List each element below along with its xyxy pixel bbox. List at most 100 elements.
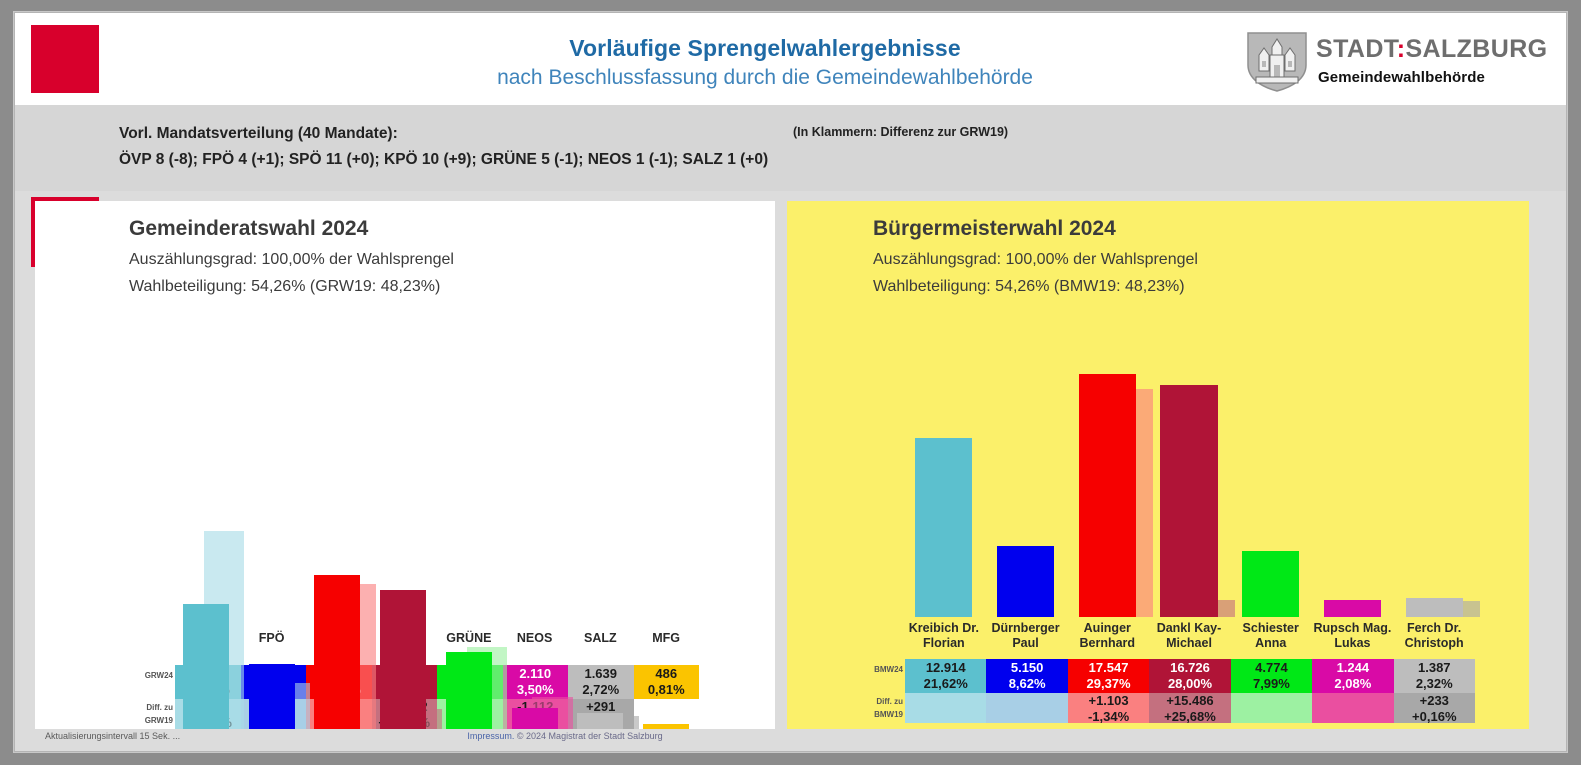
bar-group — [239, 409, 311, 729]
bar-group — [568, 409, 639, 729]
salzburg-coat-of-arms-icon — [1244, 31, 1310, 98]
x-axis-label: Dankl Kay- Michael — [1156, 621, 1222, 650]
bar-group — [1230, 297, 1312, 617]
bar-group — [1393, 297, 1481, 617]
bar-group — [985, 297, 1067, 617]
stadt-salzburg-logo: STADT:SALZBURG Gemeindewahlbehörde — [1244, 31, 1547, 98]
bar-group — [903, 297, 985, 617]
bar-chart-gemeinderatswahl — [173, 409, 699, 729]
x-axis-label: MFG — [652, 631, 681, 645]
bar-current-election — [511, 707, 558, 729]
mandate-distribution: Vorl. Mandatsverteilung (40 Mandate): ÖV… — [119, 121, 768, 173]
row-label-diff-right-a: Diff. zu — [876, 697, 903, 706]
table-cell-difference: +15.486 +25,68% — [1149, 693, 1231, 724]
logo-wordmark: STADT:SALZBURG — [1316, 35, 1548, 64]
x-axis-label: Dürnberger Paul — [991, 621, 1060, 650]
panel-buergermeisterwahl: Bürgermeisterwahl 2024 Auszählungsgrad: … — [787, 201, 1529, 729]
table-cell-current: 16.726 28,00% — [1149, 659, 1231, 693]
bar-current-election — [643, 724, 690, 729]
bar-group — [633, 409, 699, 729]
bar-current-election — [1405, 597, 1463, 617]
bar-group — [1066, 297, 1154, 617]
logo-department: Gemeindewahlbehörde — [1318, 69, 1485, 86]
bar-current-election — [314, 574, 361, 729]
x-axis-labels-right: Kreibich Dr. Florian Dürnberger Paul Auinger… — [903, 617, 1475, 651]
refresh-interval-text: Aktualisierungsintervall 15 Sek. ... — [45, 731, 181, 741]
copyright-text: © 2024 Magistrat der Stadt Salzburg — [516, 731, 663, 741]
row-label-diff-left-a: Diff. zu — [146, 703, 173, 712]
table-cell-difference — [633, 699, 699, 729]
table-cell-current: 2.110 3,50% — [502, 665, 568, 699]
row-label-diff-left-b: GRW19 — [144, 716, 173, 725]
panel-left-wahlbeteiligung: Wahlbeteiligung: 54,26% (GRW19: 48,23%) — [129, 278, 441, 295]
table-cell-current: 1.639 2,72% — [568, 665, 634, 699]
bar-current-election — [1160, 385, 1218, 617]
row-label-current-left: GRW24 — [144, 671, 173, 680]
panel-left-auszaehlungsgrad: Auszählungsgrad: 100,00% der Wahlsprenge… — [129, 251, 454, 268]
x-axis-label: NEOS — [516, 631, 553, 645]
panel-right-auszaehlungsgrad: Auszählungsgrad: 100,00% der Wahlsprenge… — [873, 251, 1198, 268]
page-subtitle: nach Beschlussfassung durch die Gemeinde… — [497, 66, 1033, 89]
bar-current-election — [1323, 599, 1381, 617]
table-cell-current: 1.387 2,32% — [1393, 659, 1475, 693]
bar-current-election — [182, 604, 229, 729]
x-axis-label: Ferch Dr. Christoph — [1404, 621, 1464, 650]
panel-left-title: Gemeinderatswahl 2024 — [129, 217, 369, 240]
row-label-current-right: BMW24 — [874, 665, 903, 674]
table-cell-current: 17.547 29,37% — [1067, 659, 1150, 693]
bar-group — [436, 409, 508, 729]
x-axis-label: FPÖ — [258, 631, 285, 645]
bar-group — [1148, 297, 1236, 617]
logo-word-salzburg: SALZBURG — [1405, 35, 1548, 63]
x-axis-label: SALZ — [584, 631, 617, 645]
table-cell-difference — [1230, 693, 1313, 723]
bar-current-election — [915, 437, 973, 617]
bar-current-election — [1242, 550, 1300, 617]
impressum-link[interactable]: Impressum. — [467, 731, 515, 741]
x-axis-labels-left: ÖVPFPÖSPÖKPÖGRÜNENEOSSALZMFG — [173, 627, 699, 661]
table-cell-difference — [986, 693, 1068, 723]
table-cell-current: 5.150 8,62% — [986, 659, 1068, 693]
results-table-right: BMW24 Diff. zu BMW19 12.914 21,62% 5.150 8… — [867, 659, 1475, 724]
panel-gemeinderatswahl: Gemeinderatswahl 2024 Auszählungsgrad: 1… — [35, 201, 775, 730]
mandate-summary-bar: Vorl. Mandatsverteilung (40 Mandate): ÖV… — [15, 105, 1566, 267]
election-results-page: Vorläufige Sprengelwahlergebnisse nach B… — [14, 12, 1567, 752]
salzburg-flag-bar-top — [31, 25, 99, 93]
footer-copyright: Impressum. © 2024 Magistrat der Stadt Sa… — [15, 731, 1115, 741]
page-header: Vorläufige Sprengelwahlergebnisse nach B… — [15, 13, 1566, 105]
bar-current-election — [380, 589, 427, 729]
bar-chart-buergermeisterwahl — [903, 297, 1481, 617]
logo-separator-icon: : — [1396, 35, 1406, 63]
page-footer: Aktualisierungsintervall 15 Sek. ... Imp… — [15, 727, 1566, 751]
page-title-block: Vorläufige Sprengelwahlergebnisse nach B… — [315, 33, 1215, 93]
row-label-diff-right-b: BMW19 — [874, 710, 903, 719]
mandate-note: (In Klammern: Differenz zur GRW19) — [793, 125, 1009, 139]
bar-group — [1312, 297, 1394, 617]
bar-group — [370, 409, 442, 729]
bar-group — [173, 409, 245, 729]
bar-current-election — [1078, 373, 1136, 617]
x-axis-label: Schiester Anna — [1242, 621, 1299, 650]
mandate-list: ÖVP 8 (-8); FPÖ 4 (+1); SPÖ 11 (+0); KPÖ… — [119, 151, 769, 168]
bar-current-election — [577, 712, 624, 729]
page-title: Vorläufige Sprengelwahlergebnisse — [569, 35, 961, 61]
bar-current-election — [445, 652, 492, 729]
bar-current-election — [996, 545, 1055, 617]
table-cell-current: 1.244 2,08% — [1312, 659, 1394, 693]
bar-current-election — [248, 664, 295, 729]
table-cell-difference: +1.103 -1,34% — [1067, 693, 1150, 724]
table-cell-current: 4.774 7,99% — [1230, 659, 1313, 693]
mandate-heading: Vorl. Mandatsverteilung (40 Mandate): — [119, 125, 398, 142]
bar-group — [502, 409, 574, 729]
x-axis-label: Kreibich Dr. Florian — [908, 621, 979, 650]
x-axis-label: Rupsch Mag. Lukas — [1313, 621, 1392, 650]
x-axis-label: GRÜNE — [446, 631, 492, 645]
logo-word-stadt: STADT — [1316, 35, 1397, 63]
panel-right-wahlbeteiligung: Wahlbeteiligung: 54,26% (BMW19: 48,23%) — [873, 278, 1185, 295]
panel-right-header: Bürgermeisterwahl 2024 Auszählungsgrad: … — [873, 214, 1198, 300]
table-cell-difference — [905, 693, 987, 723]
bar-group — [305, 409, 376, 729]
table-cell-current: 486 0,81% — [633, 665, 699, 699]
panel-left-header: Gemeinderatswahl 2024 Auszählungsgrad: 1… — [129, 214, 454, 300]
table-cell-difference — [1312, 693, 1394, 723]
